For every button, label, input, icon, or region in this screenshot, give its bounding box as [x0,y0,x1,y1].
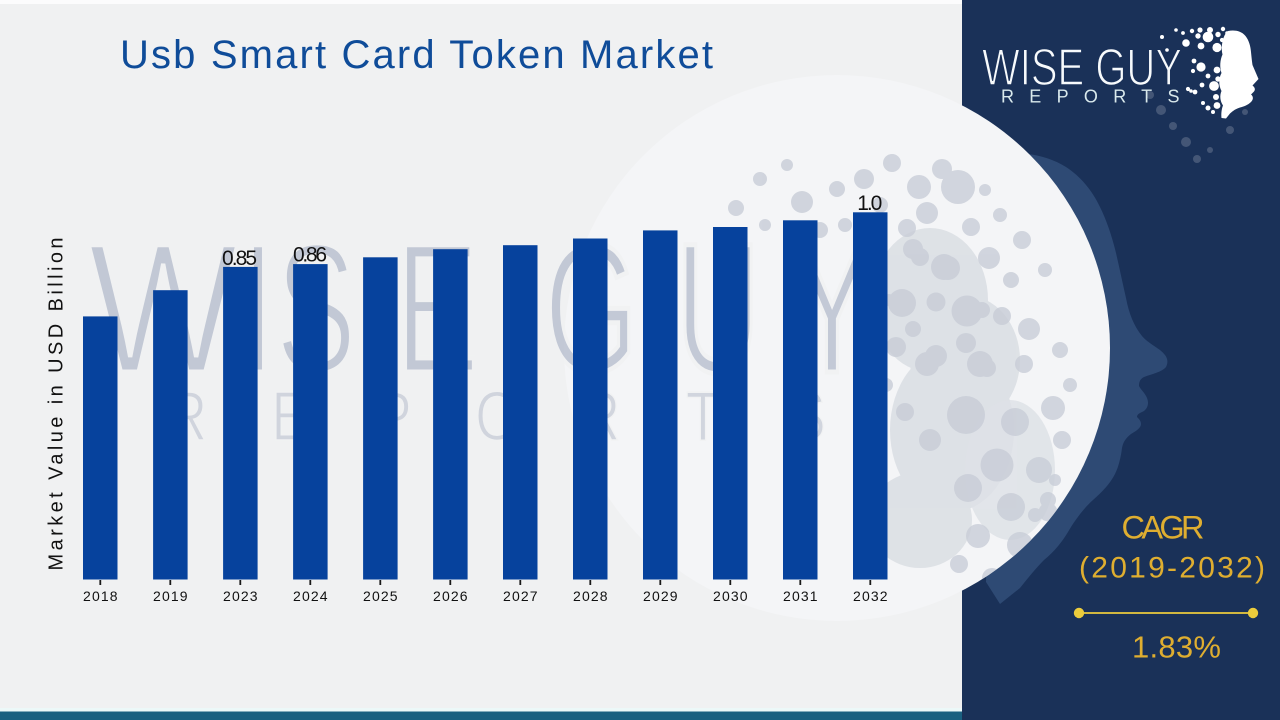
svg-text:2026: 2026 [433,588,468,604]
svg-text:2018: 2018 [83,588,118,604]
svg-text:0.85: 0.85 [222,247,257,270]
svg-text:2019: 2019 [153,588,188,604]
svg-text:Market Value in USD Billion: Market Value in USD Billion [46,238,68,571]
svg-text:WISE GUY: WISE GUY [982,39,1182,97]
svg-text:2029: 2029 [643,588,678,604]
svg-text:2030: 2030 [713,588,748,604]
svg-text:2025: 2025 [363,588,398,604]
svg-text:2027: 2027 [503,588,538,604]
svg-text:REPORTS: REPORTS [1001,87,1195,107]
svg-text:2032: 2032 [853,588,888,604]
svg-text:2023: 2023 [223,588,258,604]
svg-text:0.86: 0.86 [293,243,327,266]
svg-text:2024: 2024 [293,588,328,604]
svg-text:1.83%: 1.83% [1132,630,1221,665]
svg-text:(2019-2032): (2019-2032) [1079,552,1265,585]
svg-text:2031: 2031 [783,588,818,604]
svg-text:1.0: 1.0 [857,192,882,215]
svg-text:2028: 2028 [573,588,608,604]
svg-text:CAGR: CAGR [1122,510,1205,546]
